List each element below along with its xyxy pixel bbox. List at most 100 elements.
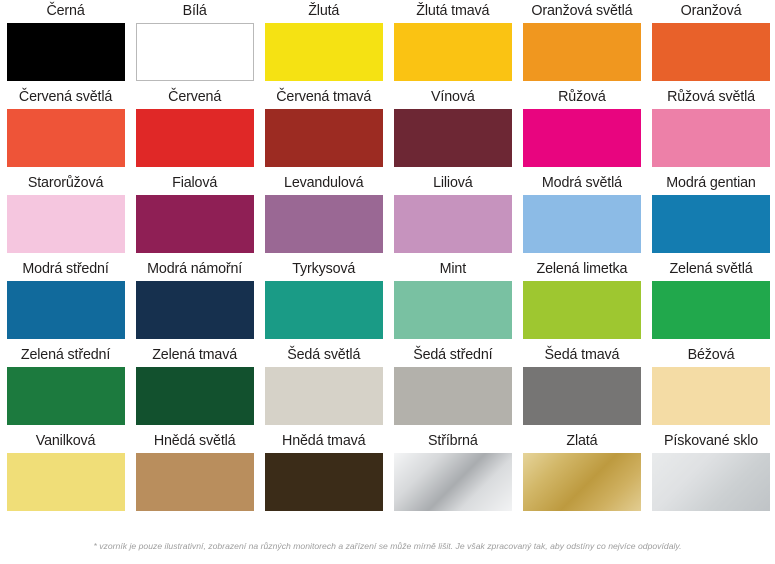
swatch-cell[interactable]: Tyrkysová	[259, 262, 388, 348]
swatch-chip[interactable]	[522, 195, 641, 254]
swatch-chip[interactable]	[393, 453, 512, 512]
swatch-cell[interactable]: Růžová světlá	[646, 90, 775, 176]
swatch-cell[interactable]: Modrá námořní	[130, 262, 259, 348]
swatch-cell[interactable]: Vínová	[388, 90, 517, 176]
swatch-label: Pískované sklo	[663, 433, 759, 449]
swatch-chip[interactable]	[522, 281, 641, 340]
swatch-label: Modrá střední	[22, 261, 109, 277]
swatch-chip[interactable]	[6, 109, 125, 168]
swatch-cell[interactable]: Stříbrná	[388, 434, 517, 520]
swatch-chip[interactable]	[6, 453, 125, 512]
swatch-chip[interactable]	[264, 109, 383, 168]
swatch-cell[interactable]: Modrá střední	[1, 262, 130, 348]
swatch-cell[interactable]: Šedá střední	[388, 348, 517, 434]
swatch-chip[interactable]	[652, 109, 771, 168]
swatch-label: Mint	[439, 261, 467, 277]
swatch-chip[interactable]	[6, 367, 125, 426]
footer-disclaimer: * vzorník je pouze ilustrativní, zobraze…	[93, 541, 682, 551]
swatch-cell[interactable]: Zelená limetka	[517, 262, 646, 348]
swatch-cell[interactable]: Červená tmavá	[259, 90, 388, 176]
swatch-cell[interactable]: Liliová	[388, 176, 517, 262]
swatch-chip[interactable]	[522, 453, 641, 512]
swatch-grid: Černá Bílá Žlutá Žlutá tmavá Oranžová světlá…	[1, 4, 775, 520]
swatch-cell[interactable]: Zlatá	[517, 434, 646, 520]
swatch-cell[interactable]: Bílá	[130, 4, 259, 90]
swatch-chip[interactable]	[135, 367, 254, 426]
swatch-chip[interactable]	[135, 281, 254, 340]
swatch-label: Stříbrná	[428, 433, 478, 449]
swatch-label: Oranžová světlá	[531, 3, 633, 19]
swatch-label: Starorůžová	[27, 175, 104, 191]
swatch-label: Zelená světlá	[669, 261, 753, 277]
swatch-cell[interactable]: Červená	[130, 90, 259, 176]
swatch-cell[interactable]: Béžová	[646, 348, 775, 434]
swatch-cell[interactable]: Žlutá tmavá	[388, 4, 517, 90]
swatch-label: Zlatá	[566, 433, 598, 449]
swatch-chip[interactable]	[135, 109, 254, 168]
swatch-label: Liliová	[433, 175, 473, 191]
swatch-chip[interactable]	[393, 195, 512, 254]
swatch-cell[interactable]: Šedá tmavá	[517, 348, 646, 434]
swatch-chip[interactable]	[522, 23, 641, 82]
swatch-cell[interactable]: Oranžová světlá	[517, 4, 646, 90]
swatch-chip[interactable]	[135, 23, 254, 82]
swatch-label: Bílá	[182, 3, 207, 19]
swatch-cell[interactable]: Oranžová	[646, 4, 775, 90]
swatch-chip[interactable]	[264, 281, 383, 340]
swatch-cell[interactable]: Pískované sklo	[646, 434, 775, 520]
swatch-chip[interactable]	[652, 23, 771, 82]
swatch-chip[interactable]	[264, 195, 383, 254]
swatch-chip[interactable]	[264, 367, 383, 426]
swatch-chip[interactable]	[522, 109, 641, 168]
swatch-chip[interactable]	[652, 367, 771, 426]
swatch-label: Fialová	[172, 175, 218, 191]
swatch-chip[interactable]	[393, 23, 512, 82]
swatch-label: Žlutá	[308, 3, 340, 19]
swatch-label: Černá	[46, 3, 85, 19]
swatch-chip[interactable]	[264, 23, 383, 82]
swatch-chip[interactable]	[522, 367, 641, 426]
swatch-chip[interactable]	[6, 195, 125, 254]
swatch-label: Oranžová	[680, 3, 742, 19]
swatch-cell[interactable]: Levandulová	[259, 176, 388, 262]
swatch-cell[interactable]: Žlutá	[259, 4, 388, 90]
swatch-label: Červená	[168, 89, 222, 105]
swatch-chip[interactable]	[393, 109, 512, 168]
swatch-chip[interactable]	[652, 453, 771, 512]
swatch-cell[interactable]: Hnědá světlá	[130, 434, 259, 520]
swatch-cell[interactable]: Červená světlá	[1, 90, 130, 176]
swatch-label: Hnědá světlá	[153, 433, 236, 449]
swatch-chip[interactable]	[652, 281, 771, 340]
swatch-chip[interactable]	[652, 195, 771, 254]
swatch-cell[interactable]: Šedá světlá	[259, 348, 388, 434]
swatch-label: Zelená limetka	[536, 261, 628, 277]
swatch-cell[interactable]: Modrá světlá	[517, 176, 646, 262]
swatch-chip[interactable]	[393, 281, 512, 340]
swatch-label: Červená světlá	[18, 89, 113, 105]
swatch-label: Modrá gentian	[666, 175, 756, 191]
swatch-label: Zelená tmavá	[152, 347, 238, 363]
swatch-cell[interactable]: Mint	[388, 262, 517, 348]
swatch-chip[interactable]	[135, 195, 254, 254]
swatch-cell[interactable]: Hnědá tmavá	[259, 434, 388, 520]
swatch-cell[interactable]: Zelená tmavá	[130, 348, 259, 434]
swatch-label: Růžová	[558, 89, 606, 105]
swatch-chip[interactable]	[6, 281, 125, 340]
swatch-cell[interactable]: Modrá gentian	[646, 176, 775, 262]
swatch-cell[interactable]: Černá	[1, 4, 130, 90]
swatch-cell[interactable]: Zelená střední	[1, 348, 130, 434]
swatch-chip[interactable]	[264, 453, 383, 512]
swatch-chip[interactable]	[393, 367, 512, 426]
swatch-cell[interactable]: Zelená světlá	[646, 262, 775, 348]
swatch-label: Šedá tmavá	[544, 347, 620, 363]
swatch-cell[interactable]: Růžová	[517, 90, 646, 176]
swatch-cell[interactable]: Fialová	[130, 176, 259, 262]
swatch-chip[interactable]	[6, 23, 125, 82]
swatch-cell[interactable]: Starorůžová	[1, 176, 130, 262]
swatch-label: Hnědá tmavá	[282, 433, 366, 449]
swatch-label: Žlutá tmavá	[416, 3, 490, 19]
swatch-chip[interactable]	[135, 453, 254, 512]
swatch-cell[interactable]: Vanilková	[1, 434, 130, 520]
swatch-label: Červená tmavá	[276, 89, 372, 105]
